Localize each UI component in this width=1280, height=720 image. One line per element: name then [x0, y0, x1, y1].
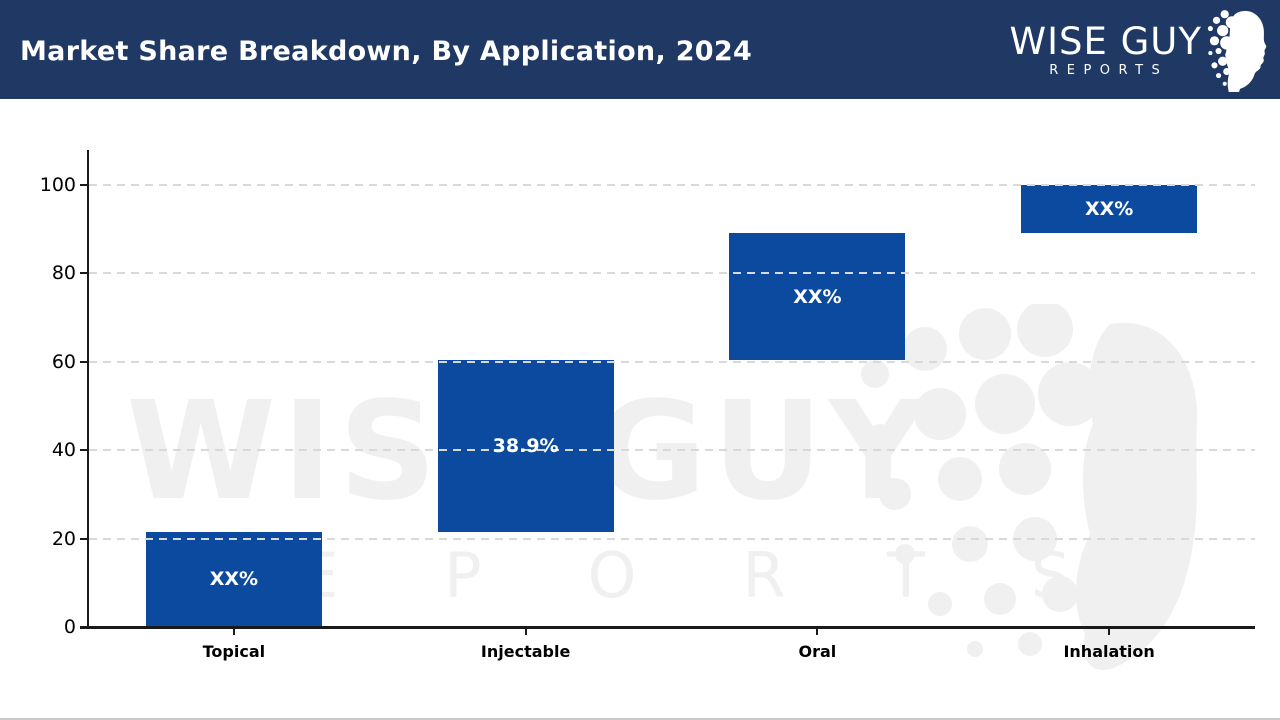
- logo-wordmark: WISE GUY: [1009, 19, 1202, 63]
- grid-line: [89, 449, 1255, 452]
- y-tick-label: 60: [51, 350, 76, 373]
- x-tick: [816, 629, 819, 635]
- y-tick: [80, 449, 88, 452]
- x-axis: [80, 626, 1255, 629]
- bar: [729, 233, 906, 361]
- y-tick: [80, 184, 88, 186]
- grid-line: [89, 272, 1255, 275]
- bar-label: XX%: [1084, 198, 1134, 221]
- grid-line: [89, 360, 1255, 363]
- grid-line: [89, 184, 1255, 186]
- x-tick-label: Oral: [798, 642, 837, 661]
- bar-label: 38.9%: [492, 435, 559, 457]
- y-tick-label: 80: [51, 262, 76, 285]
- bar: [437, 360, 614, 532]
- y-tick-label: 0: [63, 616, 76, 638]
- bottom-edge-line: [0, 718, 1280, 720]
- header-band: Market Share Breakdown, By Application, …: [0, 0, 1280, 99]
- grid-line: [89, 537, 1255, 540]
- x-tick: [232, 629, 235, 635]
- x-tick-label: Inhalation: [1063, 642, 1155, 661]
- wiseguy-logo-text: WISE GUY REPORTS: [1009, 19, 1202, 78]
- y-tick-label: 100: [39, 174, 76, 196]
- wiseguy-logo: WISE GUY REPORTS: [1010, 6, 1270, 92]
- bar: [1021, 185, 1198, 234]
- y-tick-label: 40: [51, 439, 76, 462]
- y-tick: [80, 360, 88, 363]
- x-tick-label: Injectable: [480, 642, 571, 661]
- bar-label: XX%: [209, 568, 259, 591]
- x-tick: [1108, 629, 1111, 635]
- logo-subtitle: REPORTS: [1049, 62, 1169, 78]
- chart-title: Market Share Breakdown, By Application, …: [20, 36, 753, 67]
- y-axis: [87, 150, 89, 629]
- bar-label: XX%: [793, 285, 842, 308]
- watermark-head-icon: [861, 304, 1198, 670]
- bar: [145, 531, 322, 627]
- y-tick: [80, 537, 88, 540]
- y-tick-label: 20: [51, 527, 76, 550]
- x-tick: [524, 629, 527, 635]
- x-tick-label: Topical: [202, 642, 266, 661]
- logo-head-icon: [1207, 10, 1267, 92]
- y-tick: [80, 272, 88, 275]
